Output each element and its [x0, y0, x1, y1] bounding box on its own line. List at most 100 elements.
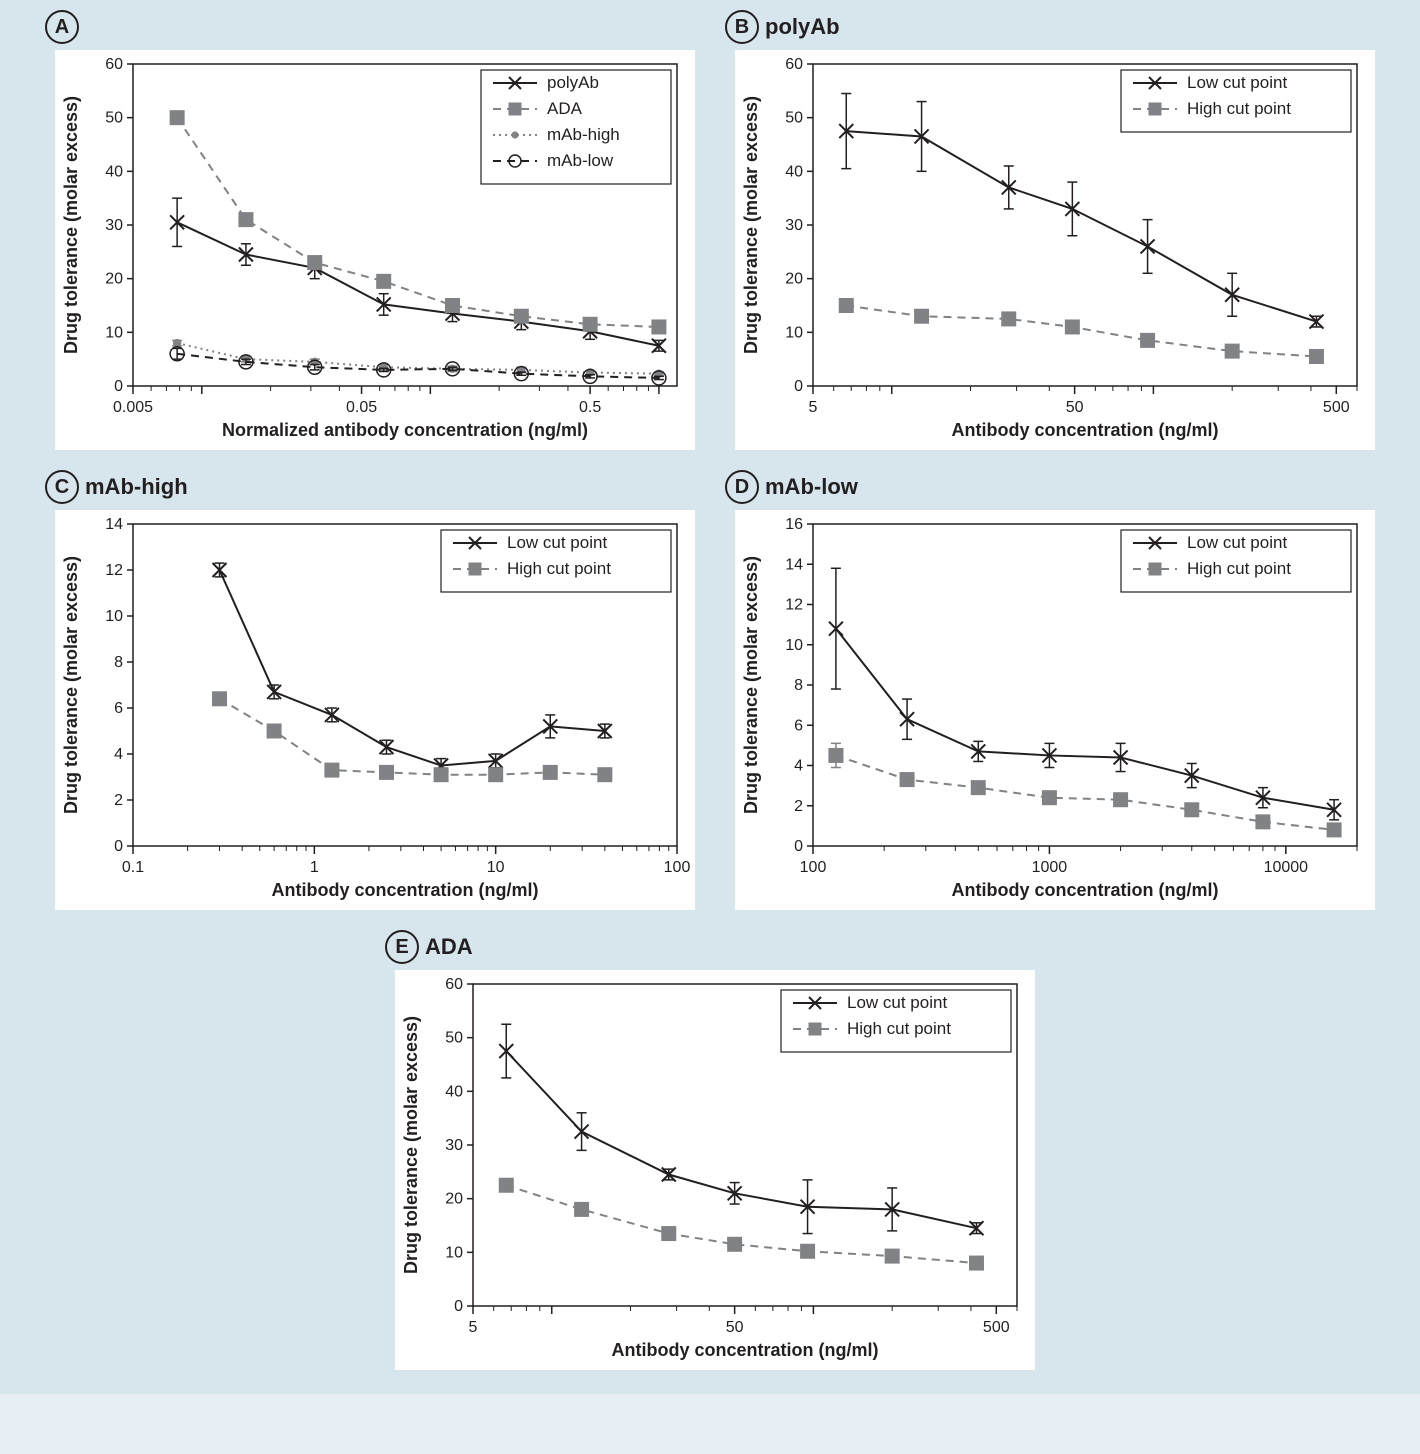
svg-text:60: 60 [445, 976, 463, 993]
svg-text:10: 10 [785, 637, 803, 654]
svg-text:30: 30 [445, 1137, 463, 1154]
svg-text:Antibody concentration (ng/ml): Antibody concentration (ng/ml) [612, 1340, 879, 1360]
panel-C: 0 2 4 6 8 10 12 14 0.1 1 10 100 Antibody concentrati… [55, 510, 695, 910]
svg-text:40: 40 [105, 163, 123, 180]
svg-text:12: 12 [105, 562, 123, 579]
svg-text:8: 8 [114, 654, 123, 671]
svg-text:50: 50 [105, 110, 123, 127]
panel-letter: A [55, 16, 69, 38]
svg-text:0.05: 0.05 [346, 399, 377, 416]
svg-text:Drug tolerance (molar excess): Drug tolerance (molar excess) [61, 96, 81, 354]
panel-letter: D [735, 476, 749, 498]
svg-text:40: 40 [445, 1083, 463, 1100]
panel-subtitle: mAb-low [765, 474, 858, 499]
svg-text:2: 2 [114, 792, 123, 809]
panel-label-D: DmAb-low [725, 470, 858, 504]
svg-text:0: 0 [114, 838, 123, 855]
panel-letter-circle: A [45, 10, 79, 44]
svg-text:High cut point: High cut point [847, 1019, 951, 1038]
svg-text:Low cut point: Low cut point [847, 993, 947, 1012]
panel-subtitle: mAb-high [85, 474, 188, 499]
svg-text:6: 6 [114, 700, 123, 717]
svg-text:20: 20 [445, 1191, 463, 1208]
panel-D: 0 2 4 6 8 10 12 14 16 100 1000 10000 Antibody concen… [735, 510, 1375, 910]
svg-text:0.005: 0.005 [113, 399, 153, 416]
svg-text:16: 16 [785, 516, 803, 533]
panel-label-B: BpolyAb [725, 10, 840, 44]
svg-text:Low cut point: Low cut point [1187, 533, 1287, 552]
svg-text:High cut point: High cut point [1187, 99, 1291, 118]
svg-text:12: 12 [785, 597, 803, 614]
svg-text:mAb-low: mAb-low [547, 151, 614, 170]
svg-text:50: 50 [785, 110, 803, 127]
svg-text:1: 1 [310, 859, 319, 876]
svg-text:10: 10 [105, 608, 123, 625]
svg-text:10: 10 [445, 1244, 463, 1261]
svg-text:60: 60 [105, 56, 123, 73]
svg-text:5: 5 [809, 399, 818, 416]
svg-text:1000: 1000 [1032, 859, 1068, 876]
svg-text:0: 0 [454, 1298, 463, 1315]
svg-text:Antibody concentration (ng/ml): Antibody concentration (ng/ml) [952, 420, 1219, 440]
panel-A: 0 10 20 30 40 50 60 0.005 0.05 0.5 Normalized anti… [55, 50, 695, 450]
svg-text:20: 20 [785, 271, 803, 288]
panel-letter-circle: C [45, 470, 79, 504]
svg-text:Normalized antibody concentrat: Normalized antibody concentration (ng/ml… [222, 420, 588, 440]
panel-label-A: A [45, 10, 79, 44]
svg-text:50: 50 [445, 1030, 463, 1047]
svg-text:0: 0 [114, 378, 123, 395]
svg-text:High cut point: High cut point [507, 559, 611, 578]
svg-text:0: 0 [794, 378, 803, 395]
svg-text:Low cut point: Low cut point [507, 533, 607, 552]
svg-text:High cut point: High cut point [1187, 559, 1291, 578]
svg-text:30: 30 [105, 217, 123, 234]
svg-text:Antibody concentration (ng/ml): Antibody concentration (ng/ml) [952, 880, 1219, 900]
svg-text:mAb-high: mAb-high [547, 125, 620, 144]
svg-text:40: 40 [785, 163, 803, 180]
panel-letter: E [395, 936, 408, 958]
svg-text:4: 4 [794, 758, 803, 775]
svg-text:500: 500 [983, 1319, 1010, 1336]
panel-letter-circle: E [385, 930, 419, 964]
svg-text:6: 6 [794, 717, 803, 734]
panel-letter: C [55, 476, 69, 498]
svg-text:Antibody concentration (ng/ml): Antibody concentration (ng/ml) [272, 880, 539, 900]
svg-text:10: 10 [487, 859, 505, 876]
panel-E: 0 10 20 30 40 50 60 5 50 500 Antibody concentratio… [395, 970, 1035, 1370]
svg-text:500: 500 [1323, 399, 1350, 416]
svg-text:ADA: ADA [547, 99, 583, 118]
svg-text:4: 4 [114, 746, 123, 763]
svg-text:50: 50 [726, 1319, 744, 1336]
svg-text:Drug tolerance (molar excess): Drug tolerance (molar excess) [401, 1016, 421, 1274]
svg-text:0.5: 0.5 [579, 399, 601, 416]
panel-label-E: E ADA [385, 930, 473, 964]
panel-letter-circle: D [725, 470, 759, 504]
figure-root: A01020304050600.0050.050.5Normalized ant… [0, 0, 1420, 1454]
panel-letter: B [735, 16, 749, 38]
svg-text:20: 20 [105, 271, 123, 288]
svg-text:0: 0 [794, 838, 803, 855]
svg-text:10: 10 [105, 324, 123, 341]
svg-text:100: 100 [800, 859, 827, 876]
panel-letter-circle: B [725, 10, 759, 44]
svg-text:14: 14 [785, 556, 803, 573]
bottom-strip [0, 1394, 1420, 1454]
panel-subtitle: ADA [425, 934, 473, 959]
svg-text:30: 30 [785, 217, 803, 234]
panel-subtitle: polyAb [765, 14, 840, 39]
svg-text:Drug tolerance (molar excess): Drug tolerance (molar excess) [741, 96, 761, 354]
svg-text:polyAb: polyAb [547, 73, 599, 92]
panel-label-C: CmAb-high [45, 470, 188, 504]
svg-text:60: 60 [785, 56, 803, 73]
svg-text:14: 14 [105, 516, 123, 533]
svg-text:8: 8 [794, 677, 803, 694]
svg-text:10: 10 [785, 324, 803, 341]
svg-text:Low cut point: Low cut point [1187, 73, 1287, 92]
svg-text:100: 100 [664, 859, 691, 876]
svg-text:2: 2 [794, 798, 803, 815]
svg-text:10000: 10000 [1264, 859, 1309, 876]
svg-text:5: 5 [469, 1319, 478, 1336]
svg-text:Drug tolerance (molar excess): Drug tolerance (molar excess) [61, 556, 81, 814]
svg-text:50: 50 [1066, 399, 1084, 416]
svg-text:0.1: 0.1 [122, 859, 144, 876]
